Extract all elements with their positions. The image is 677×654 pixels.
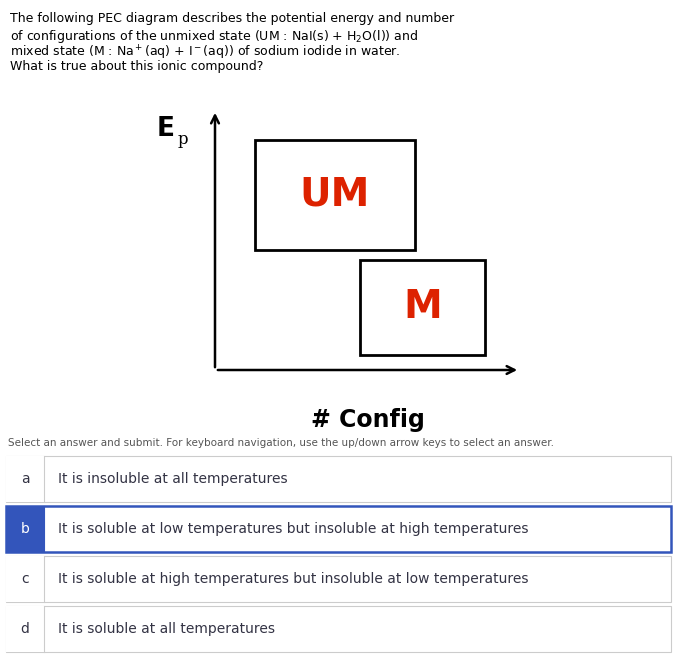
Text: c: c (21, 572, 29, 586)
Text: $\mathbf{E}$: $\mathbf{E}$ (156, 116, 174, 141)
Text: It is soluble at all temperatures: It is soluble at all temperatures (58, 622, 275, 636)
Text: of configurations of the unmixed state (UM : NaI(s) + H$_2$O(l)) and: of configurations of the unmixed state (… (10, 28, 418, 45)
Text: a: a (21, 472, 29, 486)
Text: What is true about this ionic compound?: What is true about this ionic compound? (10, 60, 263, 73)
Text: It is soluble at high temperatures but insoluble at low temperatures: It is soluble at high temperatures but i… (58, 572, 529, 586)
Text: # Config: # Config (311, 408, 424, 432)
Text: UM: UM (300, 176, 370, 214)
Bar (360, 260, 485, 355)
Bar (6, 556, 44, 602)
Text: The following PEC diagram describes the potential energy and number: The following PEC diagram describes the … (10, 12, 454, 25)
Text: b: b (20, 522, 29, 536)
Bar (6, 606, 44, 652)
Text: p: p (177, 131, 188, 148)
Bar (6, 556, 671, 602)
Text: M: M (403, 288, 442, 326)
Text: Select an answer and submit. For keyboard navigation, use the up/down arrow keys: Select an answer and submit. For keyboar… (8, 438, 554, 448)
Text: It is soluble at low temperatures but insoluble at high temperatures: It is soluble at low temperatures but in… (58, 522, 529, 536)
Bar (6, 456, 671, 502)
Bar (6, 606, 671, 652)
Bar (6, 506, 671, 552)
Bar (6, 456, 44, 502)
Text: It is insoluble at all temperatures: It is insoluble at all temperatures (58, 472, 288, 486)
Bar (6, 506, 44, 552)
Bar (255, 140, 415, 250)
Text: d: d (20, 622, 29, 636)
Text: mixed state (M : Na$^+$(aq) + I$^-$(aq)) of sodium iodide in water.: mixed state (M : Na$^+$(aq) + I$^-$(aq))… (10, 44, 401, 62)
